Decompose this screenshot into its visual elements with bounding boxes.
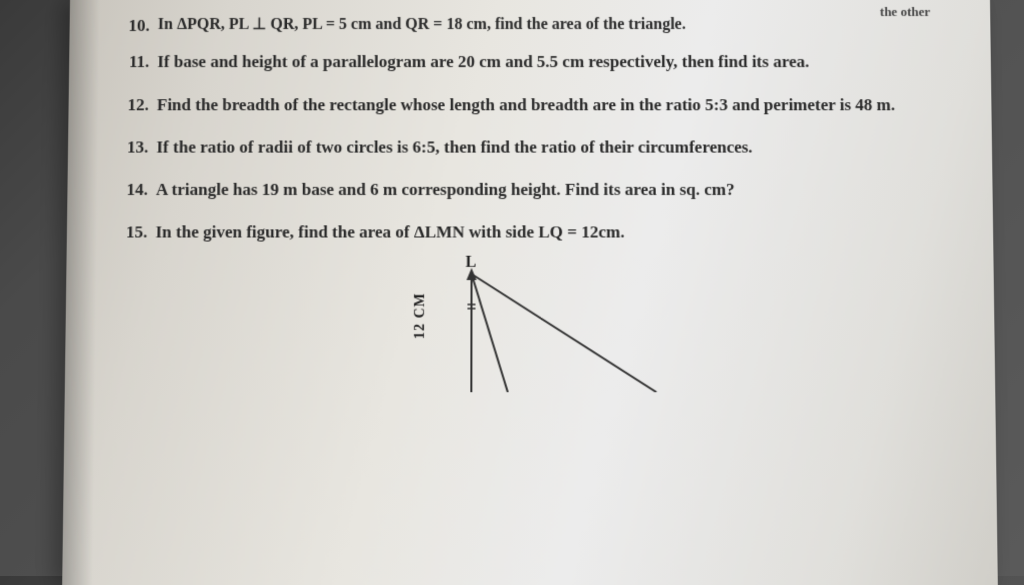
question-14: 14. A triangle has 19 m base and 6 m cor… (118, 174, 943, 207)
corner-cut-text: the other (880, 4, 930, 20)
question-text: A triangle has 19 m base and 6 m corresp… (156, 174, 943, 207)
question-text: In ΔPQR, PL ⊥ QR, PL = 5 cm and QR = 18 … (158, 10, 941, 42)
question-12: 12. Find the breadth of the rectangle wh… (119, 89, 942, 121)
triangle-figure: L 12 CM (399, 260, 662, 392)
question-text: Find the breadth of the rectangle whose … (157, 89, 942, 121)
question-13: 13. If the ratio of radii of two circles… (118, 131, 942, 164)
question-text: In the given figure, find the area of ΔL… (155, 217, 943, 250)
question-text: If base and height of a parallelogram ar… (157, 46, 941, 78)
question-number: 12. (119, 89, 157, 121)
question-number: 15. (117, 217, 156, 250)
worksheet-page: the other 10. In ΔPQR, PL ⊥ QR, PL = 5 c… (62, 0, 998, 585)
triangle-svg (399, 260, 662, 392)
question-10: 10. In ΔPQR, PL ⊥ QR, PL = 5 cm and QR =… (119, 10, 940, 42)
question-15: 15. In the given figure, find the area o… (117, 217, 943, 250)
side-label-12cm: 12 CM (413, 292, 429, 339)
question-number: 10. (119, 10, 157, 42)
question-number: 11. (119, 46, 157, 78)
question-11: 11. If base and height of a parallelogra… (119, 46, 941, 78)
question-number: 13. (118, 131, 157, 164)
question-text: If the ratio of radii of two circles is … (156, 131, 942, 164)
vertex-label-L: L (465, 253, 476, 271)
question-number: 14. (118, 174, 157, 207)
